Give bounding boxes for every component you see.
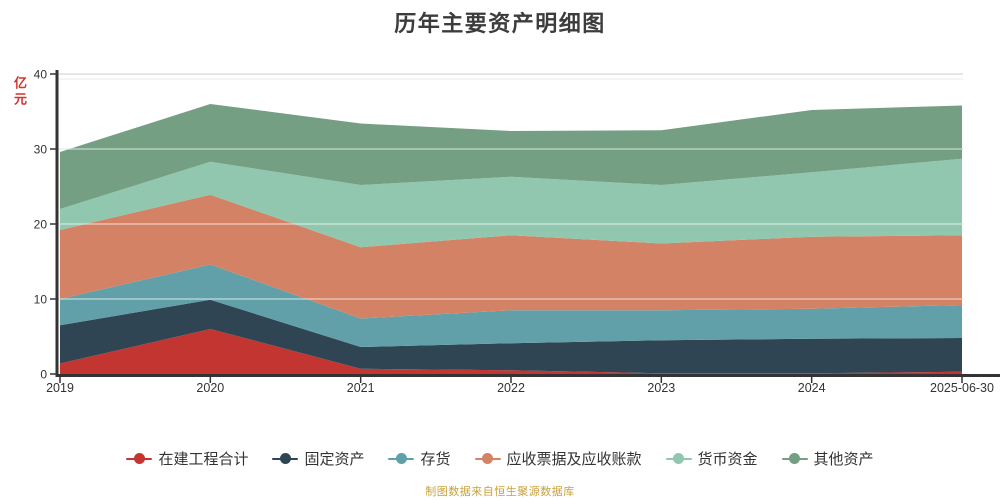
y-tick-label-0: 0 xyxy=(40,368,47,382)
legend-item-construction-in-progress[interactable]: 在建工程合计 xyxy=(126,448,248,469)
y-tick-label-30: 30 xyxy=(34,143,48,157)
line-dot-legend-icon xyxy=(474,453,501,465)
data-source-footnote: 制图数据来自恒生聚源数据库 xyxy=(425,486,575,498)
line-dot-legend-icon xyxy=(272,453,299,465)
legend-label: 存货 xyxy=(420,451,451,468)
area-series-3 xyxy=(60,194,962,319)
chart-legend: 在建工程合计 固定资产 存货 应收票据及应收账款 货币资金 其他资产 xyxy=(0,448,1000,469)
x-tick-label-2022: 2022 xyxy=(497,381,525,395)
legend-item-cash[interactable]: 货币资金 xyxy=(665,448,758,469)
area-series-1 xyxy=(60,299,962,374)
y-tick-label-20: 20 xyxy=(34,218,48,232)
legend-item-other-assets[interactable]: 其他资产 xyxy=(781,448,874,469)
legend-item-receivables[interactable]: 应收票据及应收账款 xyxy=(474,448,642,469)
legend-item-fixed-assets[interactable]: 固定资产 xyxy=(272,448,364,469)
x-tick-label-2025-06-30: 2025-06-30 xyxy=(930,381,994,395)
area-series-5 xyxy=(60,104,962,209)
legend-item-inventory[interactable]: 存货 xyxy=(388,448,451,469)
area-series-4 xyxy=(60,158,962,248)
legend-label: 其他资产 xyxy=(813,451,874,468)
line-dot-legend-icon xyxy=(665,453,692,465)
line-dot-legend-icon xyxy=(781,453,808,465)
x-tick-label-2019: 2019 xyxy=(46,381,74,395)
area-series-0 xyxy=(60,329,962,374)
line-dot-legend-icon xyxy=(388,453,415,465)
legend-label: 应收票据及应收账款 xyxy=(506,451,642,468)
area-series-2 xyxy=(60,264,962,347)
legend-label: 在建工程合计 xyxy=(158,451,249,468)
x-tick-label-2021: 2021 xyxy=(347,381,375,395)
line-dot-legend-icon xyxy=(126,453,153,465)
y-tick-label-10: 10 xyxy=(34,293,48,307)
legend-label: 货币资金 xyxy=(697,451,758,468)
x-tick-label-2020: 2020 xyxy=(196,381,224,395)
y-tick-label-40: 40 xyxy=(34,68,48,82)
legend-label: 固定资产 xyxy=(304,451,365,468)
chart-title: 历年主要资产明细图 xyxy=(394,11,606,36)
x-tick-label-2023: 2023 xyxy=(647,381,675,395)
x-tick-label-2024: 2024 xyxy=(798,381,826,395)
y-axis-unit-label: 亿元 xyxy=(12,76,27,108)
